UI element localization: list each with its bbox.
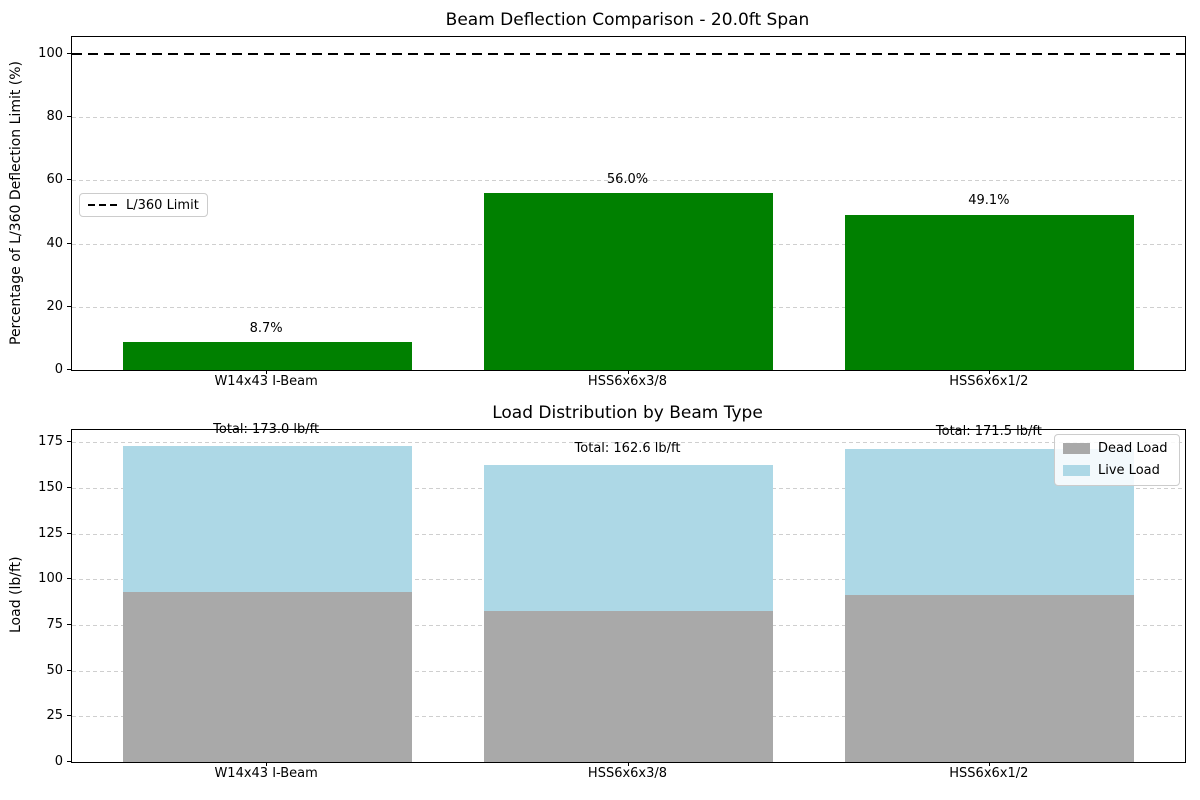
y-tick-label: 40	[46, 235, 63, 251]
x-tick-mark	[266, 762, 268, 766]
y-tick-label: 20	[46, 298, 63, 314]
y-tick-mark	[67, 179, 71, 181]
y-tick-mark	[67, 532, 71, 534]
y-tick-label: 0	[54, 754, 63, 769]
bar-hss6x6x3-8	[483, 192, 774, 370]
y-tick-mark	[67, 669, 71, 671]
x-tick-mark	[988, 370, 990, 374]
y-tick-label: 60	[46, 172, 63, 188]
x-tick-label: W14x43 I-Beam	[214, 766, 318, 781]
y-tick-label: 50	[46, 662, 63, 678]
y-tick-mark	[67, 761, 71, 762]
bar-w14x43-i-beam-live-load	[122, 445, 412, 592]
deflection-plot-area	[71, 36, 1186, 371]
gridline	[72, 117, 1185, 118]
total-label: Total: 173.0 lb/ft	[213, 421, 320, 437]
x-tick-label: HSS6x6x1/2	[949, 374, 1029, 389]
bar-value-label: 49.1%	[968, 193, 1010, 209]
limit-line	[72, 52, 1185, 55]
y-tick-label: 100	[38, 571, 63, 587]
y-tick-label: 175	[38, 434, 63, 450]
y-tick-mark	[67, 305, 71, 307]
legend-label: Live Load	[1098, 462, 1160, 478]
x-tick-mark	[627, 370, 629, 374]
deflection-chart-title: Beam Deflection Comparison - 20.0ft Span	[445, 10, 810, 30]
y-tick-mark	[67, 715, 71, 717]
legend-item-dead-load: Dead Load	[1055, 437, 1179, 459]
dashed-line-icon	[88, 204, 118, 206]
y-tick-label: 125	[38, 525, 63, 541]
bar-hss6x6x3-8-dead-load	[483, 611, 774, 762]
y-tick-mark	[67, 441, 71, 443]
y-tick-mark	[67, 116, 71, 117]
gridline	[72, 180, 1185, 182]
x-tick-label: W14x43 I-Beam	[214, 374, 318, 389]
legend-item-live-load: Live Load	[1055, 459, 1179, 481]
y-tick-mark	[67, 242, 71, 244]
bar-hss6x6x1-2-dead-load	[845, 594, 1135, 762]
x-tick-mark	[266, 370, 268, 374]
total-label: Total: 171.5 lb/ft	[935, 424, 1042, 440]
legend-label: Dead Load	[1098, 440, 1168, 456]
x-tick-mark	[988, 762, 990, 766]
x-tick-label: HSS6x6x1/2	[949, 766, 1029, 781]
deflection-legend: L/360 Limit	[79, 193, 208, 217]
y-tick-label: 150	[38, 479, 63, 495]
deflection-y-axis-label: Percentage of L/360 Deflection Limit (%)	[8, 60, 24, 345]
load-legend: Dead Load Live Load	[1054, 434, 1180, 486]
x-tick-mark	[627, 762, 629, 766]
x-tick-label: HSS6x6x3/8	[587, 374, 668, 389]
live-load-swatch-icon	[1063, 464, 1090, 476]
bar-w14x43-i-beam-dead-load	[122, 592, 412, 762]
load-plot-area	[71, 429, 1186, 763]
legend-item-l360-limit: L/360 Limit	[80, 194, 207, 216]
y-tick-mark	[67, 52, 71, 54]
dead-load-swatch-icon	[1063, 442, 1090, 454]
total-label: Total: 162.6 lb/ft	[574, 440, 681, 456]
y-tick-label: 100	[38, 45, 63, 61]
y-tick-mark	[67, 578, 71, 580]
bar-hss6x6x3-8-live-load	[483, 464, 774, 612]
gridline	[72, 442, 1185, 444]
load-y-axis-label: Load (lb/ft)	[8, 556, 24, 634]
y-tick-label: 80	[46, 109, 63, 124]
bar-w14x43-i-beam	[122, 342, 412, 370]
y-tick-mark	[67, 623, 71, 625]
y-tick-label: 0	[54, 362, 63, 377]
y-tick-label: 75	[46, 616, 63, 632]
legend-label: L/360 Limit	[126, 197, 199, 213]
y-tick-mark	[67, 486, 71, 488]
y-tick-mark	[67, 369, 71, 370]
x-tick-label: HSS6x6x3/8	[587, 766, 668, 781]
y-tick-label: 25	[46, 708, 63, 724]
bar-value-label: 8.7%	[249, 321, 283, 337]
bar-value-label: 56.0%	[606, 171, 649, 187]
load-chart-title: Load Distribution by Beam Type	[492, 403, 763, 423]
bar-hss6x6x1-2	[845, 214, 1135, 370]
